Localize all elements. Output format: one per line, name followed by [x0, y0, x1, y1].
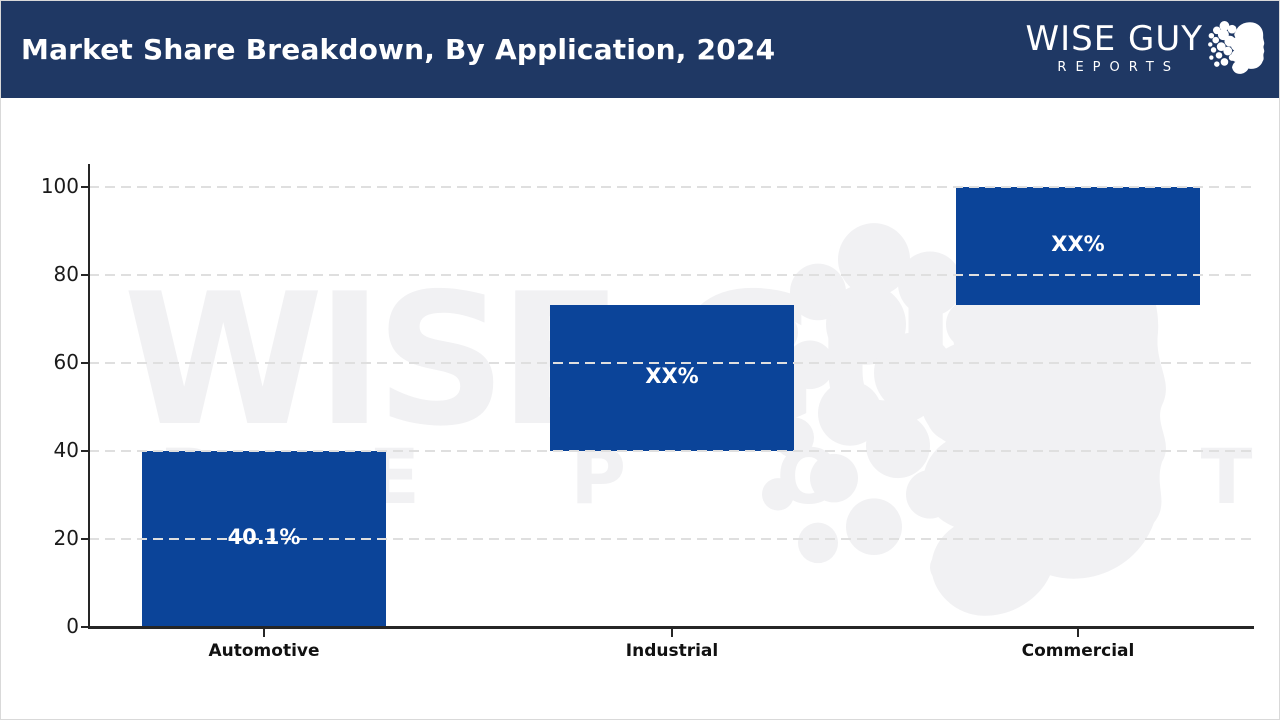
bar-label: XX%	[645, 363, 699, 388]
y-tick-mark	[81, 538, 89, 540]
plot-area: 0 20 40 60 80 100 40.1% Automotive XX% Industrial…	[1, 98, 1279, 719]
y-tick-label: 20	[53, 526, 79, 550]
brand-logo-text: WISE GUY REPORTS	[1025, 19, 1203, 75]
y-axis-line	[88, 164, 90, 629]
grid-line	[89, 186, 1254, 188]
brand-name: WISE GUY	[1025, 19, 1203, 60]
x-axis-line	[89, 626, 1254, 629]
bar-industrial	[550, 304, 794, 451]
x-tick-label: Automotive	[208, 641, 320, 661]
y-tick-label: 40	[53, 438, 79, 462]
bar-label: 40.1%	[227, 524, 301, 549]
grid-line	[89, 274, 1254, 276]
y-tick-mark	[81, 274, 89, 276]
x-tick-mark	[671, 629, 673, 637]
bar-label: XX%	[1051, 231, 1105, 256]
y-tick-label: 0	[66, 614, 79, 638]
bar-commercial	[956, 187, 1200, 305]
y-tick-label: 80	[53, 262, 79, 286]
x-tick-mark	[1077, 629, 1079, 637]
x-tick-label: Commercial	[1021, 641, 1135, 661]
y-tick-mark	[81, 450, 89, 452]
y-tick-mark	[81, 626, 89, 628]
brand-logo: WISE GUY REPORTS	[1025, 9, 1267, 87]
grid-line	[89, 450, 1254, 452]
header-bar: Market Share Breakdown, By Application, …	[1, 1, 1279, 98]
grid-line	[89, 538, 1254, 540]
y-tick-label: 100	[40, 174, 79, 198]
x-tick-label: Industrial	[625, 641, 719, 661]
y-tick-mark	[81, 186, 89, 188]
brand-subtitle: REPORTS	[1057, 59, 1181, 75]
page-title: Market Share Breakdown, By Application, …	[21, 33, 776, 66]
y-tick-label: 60	[53, 350, 79, 374]
grid-line	[89, 362, 1254, 364]
dotted-head-logo-icon	[1207, 9, 1267, 87]
x-tick-mark	[263, 629, 265, 637]
y-tick-mark	[81, 362, 89, 364]
